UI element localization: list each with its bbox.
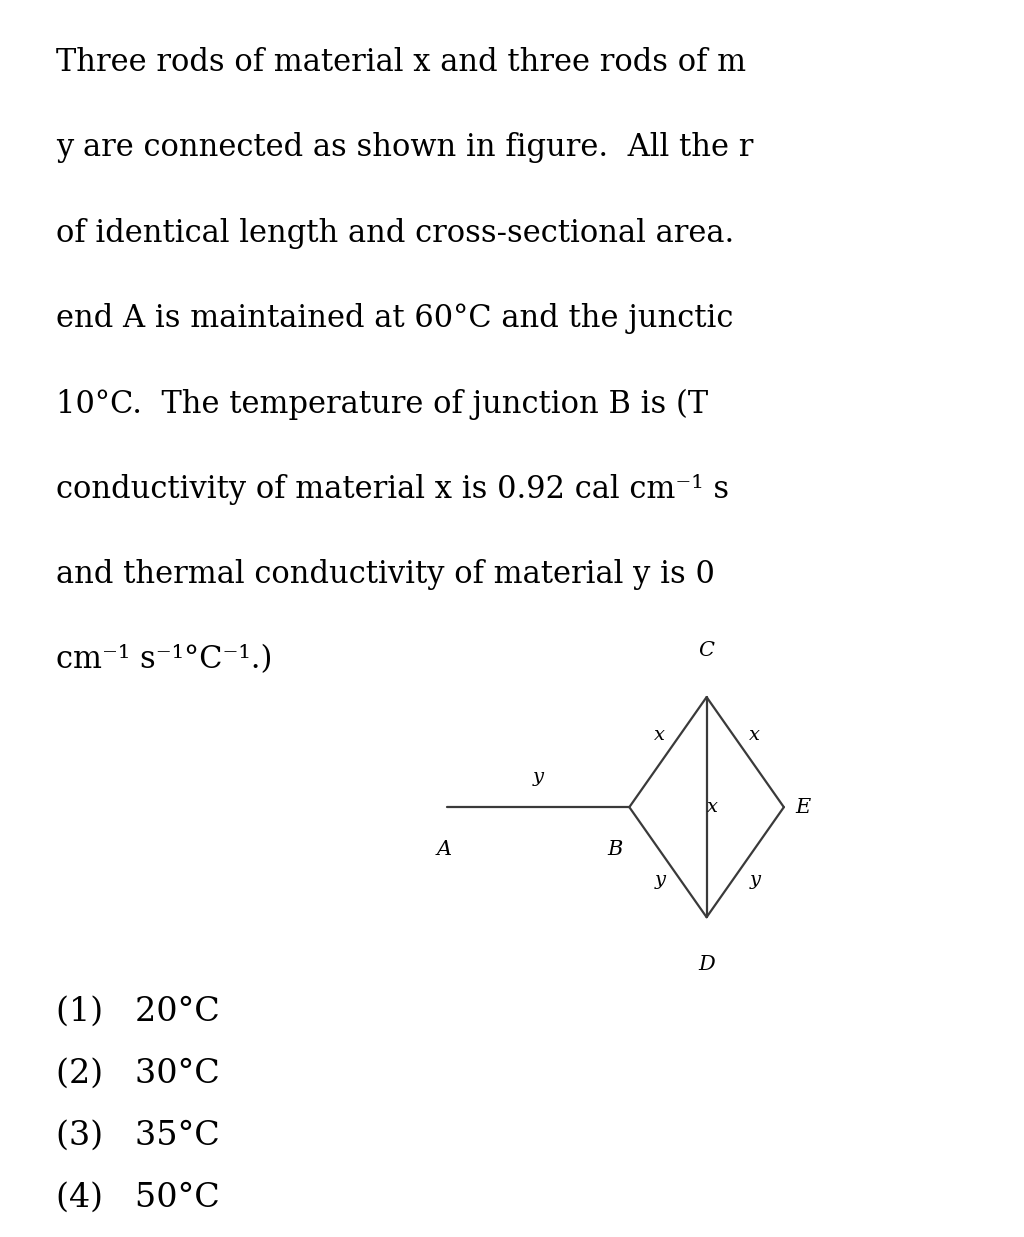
Text: D: D bbox=[698, 955, 715, 974]
Text: x: x bbox=[654, 726, 666, 743]
Text: (4)   50°C: (4) 50°C bbox=[56, 1181, 220, 1213]
Text: of identical length and cross-sectional area.: of identical length and cross-sectional … bbox=[56, 218, 734, 249]
Text: A: A bbox=[437, 840, 452, 858]
Text: B: B bbox=[607, 840, 623, 858]
Text: 10°C.  The temperature of junction B is (T: 10°C. The temperature of junction B is (… bbox=[56, 388, 709, 419]
Text: end A is maintained at 60°C and the junctic: end A is maintained at 60°C and the junc… bbox=[56, 303, 733, 334]
Text: and thermal conductivity of material y is 0: and thermal conductivity of material y i… bbox=[56, 559, 715, 590]
Text: y: y bbox=[654, 871, 666, 888]
Text: y: y bbox=[532, 768, 544, 785]
Text: (2)   30°C: (2) 30°C bbox=[56, 1058, 220, 1090]
Text: (1)   20°C: (1) 20°C bbox=[56, 996, 220, 1028]
Text: conductivity of material x is 0.92 cal cm⁻¹ s: conductivity of material x is 0.92 cal c… bbox=[56, 474, 729, 505]
Text: (3)   35°C: (3) 35°C bbox=[56, 1119, 220, 1152]
Text: x: x bbox=[750, 726, 761, 743]
Text: E: E bbox=[795, 798, 810, 816]
Text: y are connected as shown in figure.  All the r: y are connected as shown in figure. All … bbox=[56, 132, 754, 163]
Text: Three rods of material x and three rods of m: Three rods of material x and three rods … bbox=[56, 47, 746, 78]
Text: y: y bbox=[750, 871, 761, 888]
Text: C: C bbox=[698, 641, 715, 659]
Text: cm⁻¹ s⁻¹°C⁻¹.): cm⁻¹ s⁻¹°C⁻¹.) bbox=[56, 644, 272, 675]
Text: x: x bbox=[708, 798, 718, 816]
